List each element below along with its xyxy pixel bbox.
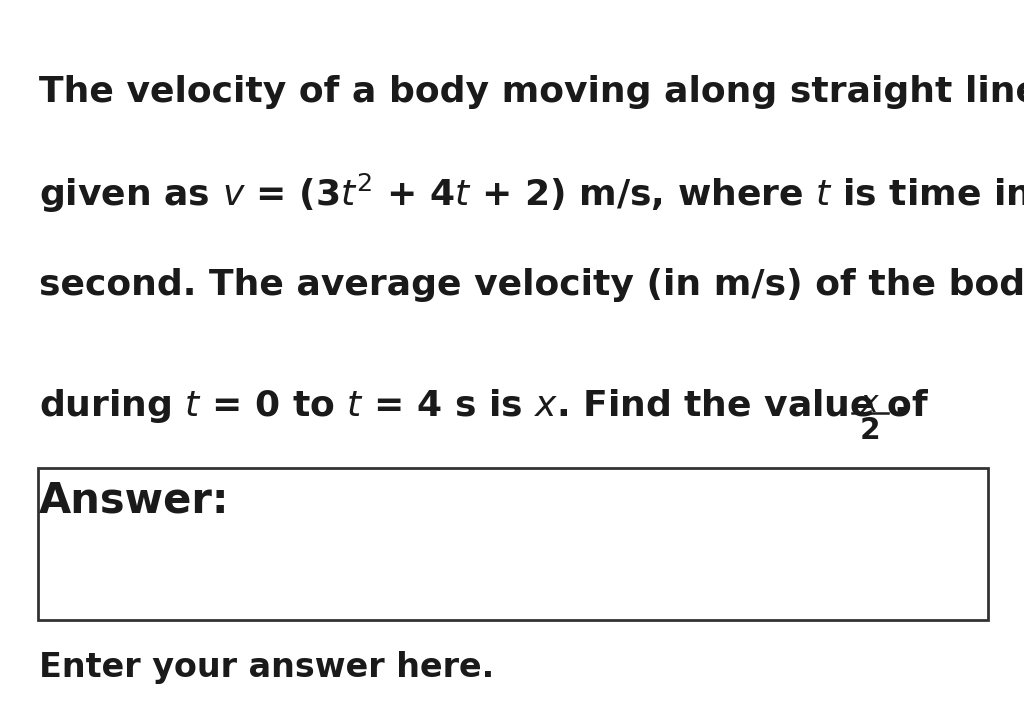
Text: during $\mathit{t}$ = 0 to $\mathit{t}$ = 4 s is $\mathit{x}$. Find the value of: during $\mathit{t}$ = 0 to $\mathit{t}$ … — [39, 387, 930, 425]
Text: $\mathit{x}$: $\mathit{x}$ — [860, 389, 881, 417]
Text: Answer:: Answer: — [39, 480, 229, 522]
Text: The velocity of a body moving along straight line is: The velocity of a body moving along stra… — [39, 75, 1024, 109]
Text: given as $\mathit{v}$ = (3$\mathit{t}^{2}$ + 4$\mathit{t}$ + 2) m/s, where $\mat: given as $\mathit{v}$ = (3$\mathit{t}^{2… — [39, 172, 1024, 215]
Bar — [38, 468, 988, 620]
Text: Enter your answer here.: Enter your answer here. — [39, 651, 495, 684]
Text: second. The average velocity (in m/s) of the body: second. The average velocity (in m/s) of… — [39, 268, 1024, 302]
Text: .: . — [893, 387, 906, 420]
Text: 2: 2 — [859, 416, 881, 445]
